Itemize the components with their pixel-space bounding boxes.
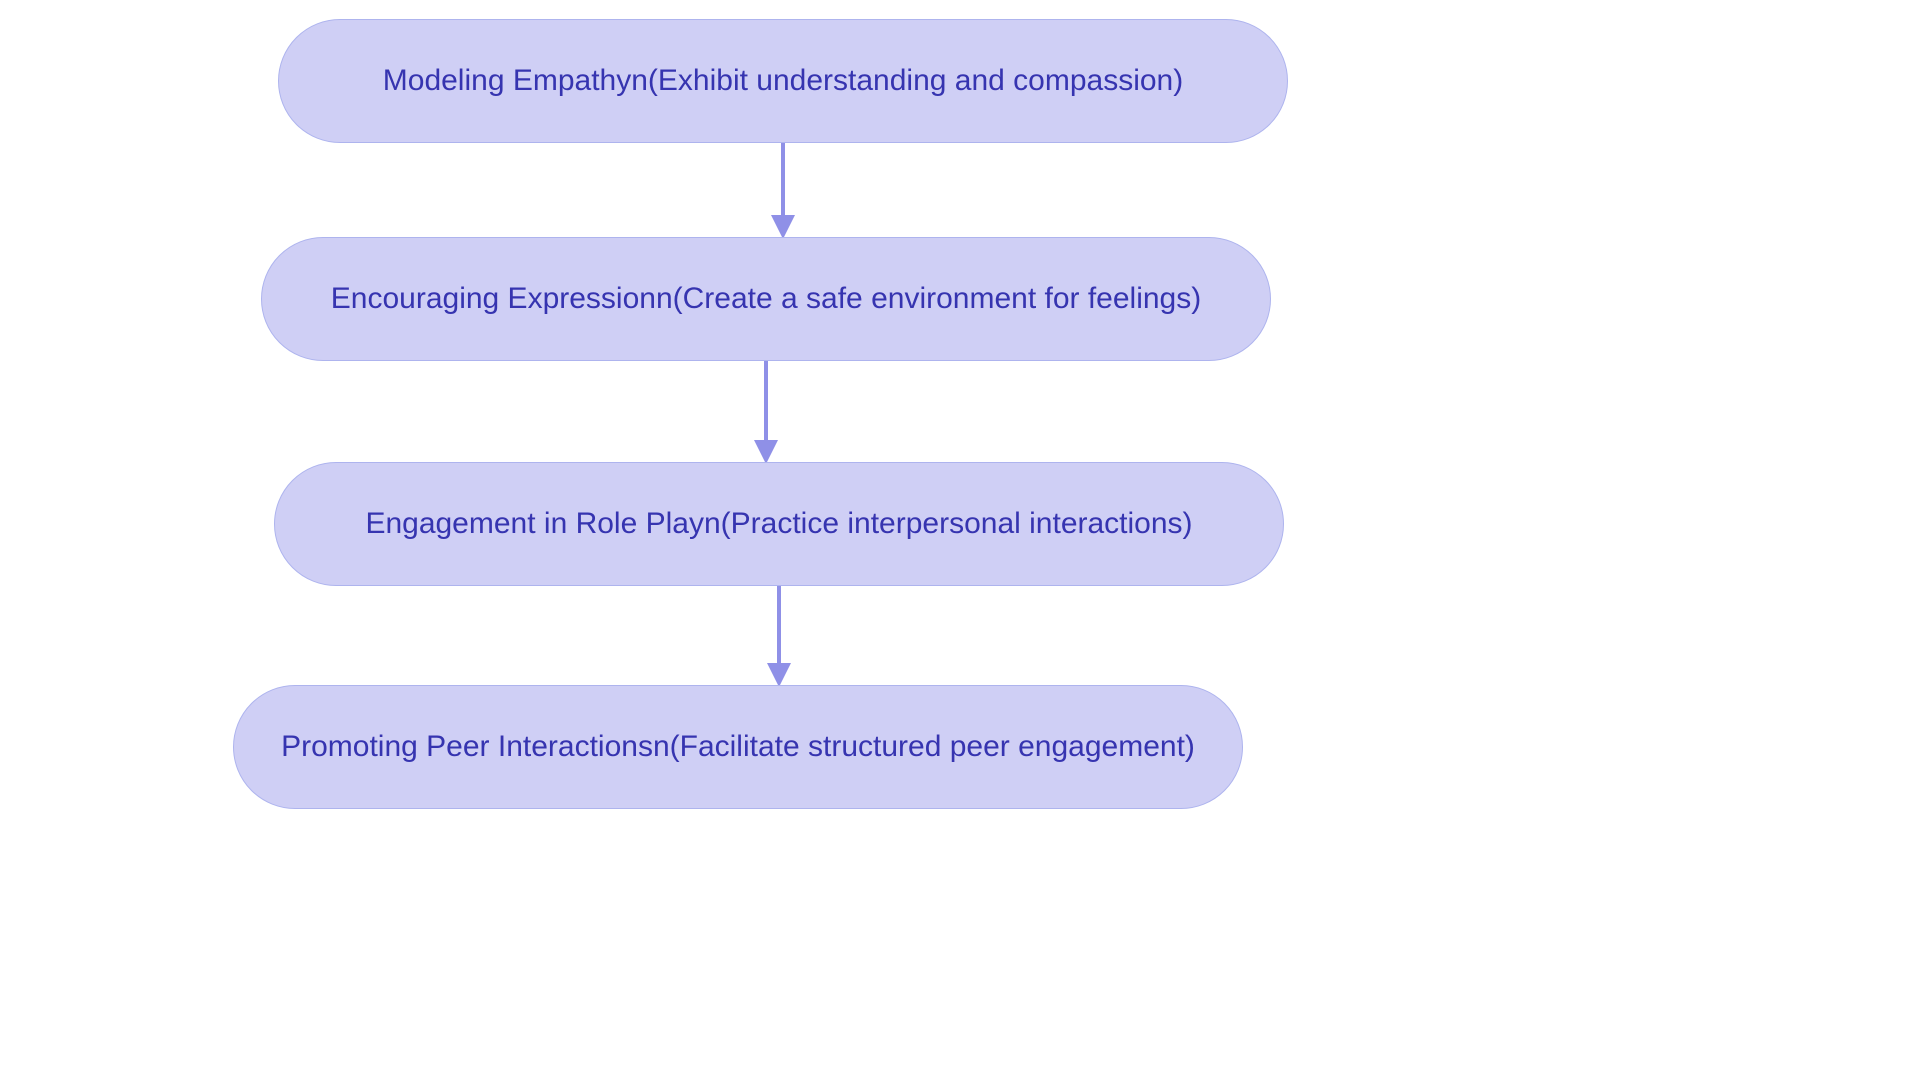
flowchart-node: Promoting Peer Interactionsn(Facilitate … [233,685,1243,809]
flowchart-canvas: Modeling Empathyn(Exhibit understanding … [0,0,1920,1083]
flowchart-node: Engagement in Role Playn(Practice interp… [274,462,1284,586]
flowchart-node: Modeling Empathyn(Exhibit understanding … [278,19,1288,143]
flowchart-node: Encouraging Expressionn(Create a safe en… [261,237,1271,361]
